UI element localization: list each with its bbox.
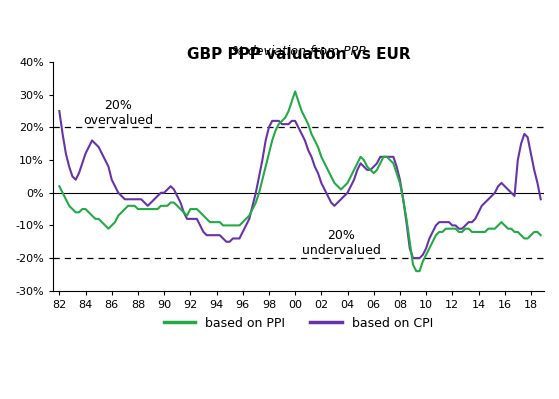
Legend: based on PPI, based on CPI: based on PPI, based on CPI [159, 312, 438, 335]
Title: GBP PPP valuation vs EUR: GBP PPP valuation vs EUR [187, 47, 410, 62]
Text: 20%
overvalued: 20% overvalued [83, 99, 153, 127]
Text: % deviation from PPP: % deviation from PPP [231, 45, 365, 57]
Text: 20%
undervalued: 20% undervalued [301, 229, 380, 257]
